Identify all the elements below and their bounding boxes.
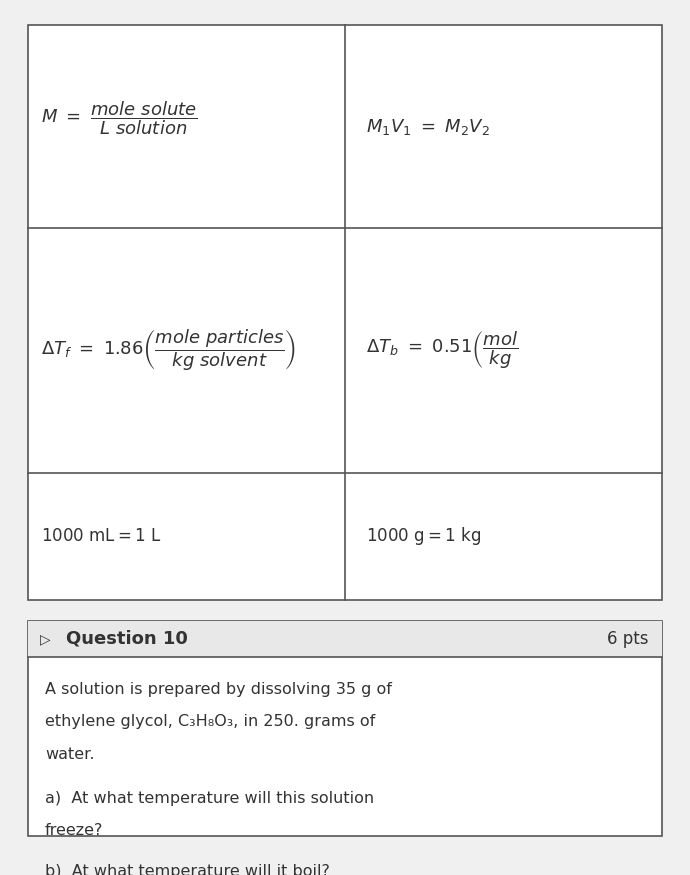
Text: $\mathregular{1000\ mL = 1\ L}$: $\mathregular{1000\ mL = 1\ L}$ bbox=[41, 528, 162, 545]
Text: Question 10: Question 10 bbox=[66, 630, 188, 648]
Text: $M\ =\ \dfrac{\mathit{mole\ solute}}{\mathit{L\ solution}}$: $M\ =\ \dfrac{\mathit{mole\ solute}}{\ma… bbox=[41, 100, 198, 137]
Text: $\Delta T_b\ =\ 0.51\left(\dfrac{\mathit{mol}}{\mathit{kg}}\right.$: $\Delta T_b\ =\ 0.51\left(\dfrac{\mathit… bbox=[366, 330, 518, 371]
Text: ethylene glycol, C₃H₈O₃, in 250. grams of: ethylene glycol, C₃H₈O₃, in 250. grams o… bbox=[45, 715, 375, 730]
Text: $M_1V_1\ =\ M_2V_2$: $M_1V_1\ =\ M_2V_2$ bbox=[366, 116, 489, 136]
FancyBboxPatch shape bbox=[28, 25, 662, 599]
Text: $\mathregular{1000\ g = 1\ kg}$: $\mathregular{1000\ g = 1\ kg}$ bbox=[366, 525, 481, 547]
Text: water.: water. bbox=[45, 746, 95, 761]
Text: $\Delta T_f\ =\ 1.86\left(\dfrac{\mathit{mole\ particles}}{\mathit{kg\ solvent}}: $\Delta T_f\ =\ 1.86\left(\dfrac{\mathit… bbox=[41, 327, 297, 374]
Text: ▷: ▷ bbox=[39, 632, 50, 646]
FancyBboxPatch shape bbox=[28, 620, 662, 836]
Text: freeze?: freeze? bbox=[45, 823, 104, 838]
Text: a)  At what temperature will this solution: a) At what temperature will this solutio… bbox=[45, 791, 374, 806]
Text: b)  At what temperature will it boil?: b) At what temperature will it boil? bbox=[45, 864, 330, 875]
Text: A solution is prepared by dissolving 35 g of: A solution is prepared by dissolving 35 … bbox=[45, 682, 392, 697]
Text: 6 pts: 6 pts bbox=[607, 630, 649, 648]
FancyBboxPatch shape bbox=[28, 620, 662, 657]
